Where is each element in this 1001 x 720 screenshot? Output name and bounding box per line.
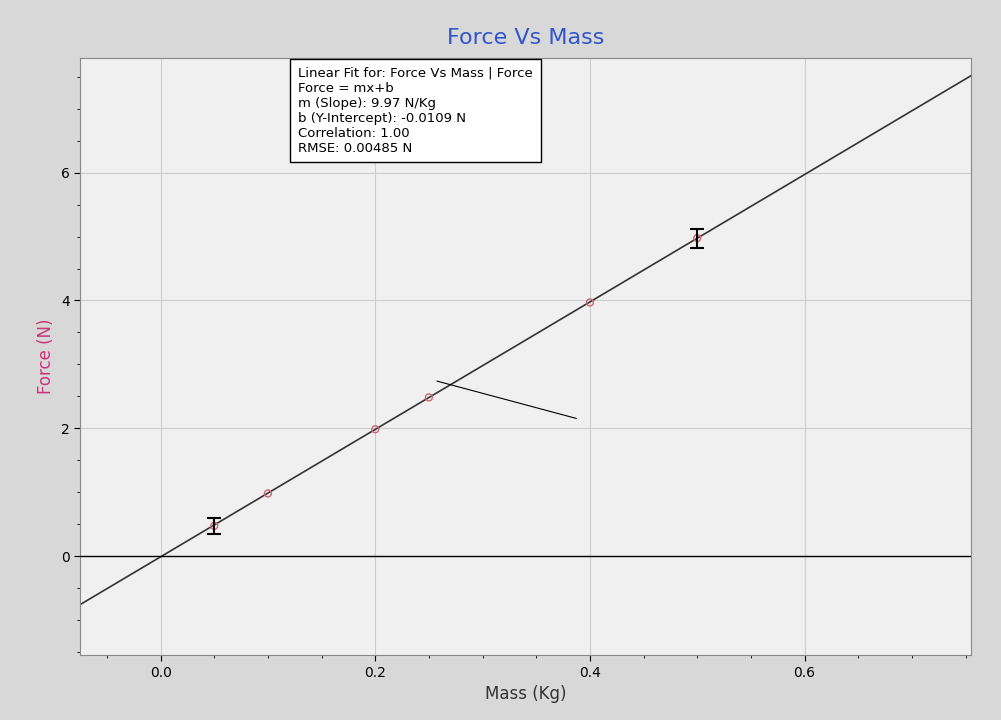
Point (690, 233, 706, 244)
Point (206, 520, 222, 531)
X-axis label: Mass (Kg): Mass (Kg) (484, 685, 567, 703)
Text: Linear Fit for: Force Vs Mass | Force
Force = mx+b
m (Slope): 9.97 N/Kg
b (Y-Int: Linear Fit for: Force Vs Mass | Force Fo… (298, 66, 534, 155)
Y-axis label: Force (N): Force (N) (37, 319, 55, 394)
Point (260, 487, 276, 499)
Point (367, 423, 383, 435)
Title: Force Vs Mass: Force Vs Mass (446, 27, 605, 48)
Point (582, 297, 598, 308)
Point (420, 392, 436, 403)
